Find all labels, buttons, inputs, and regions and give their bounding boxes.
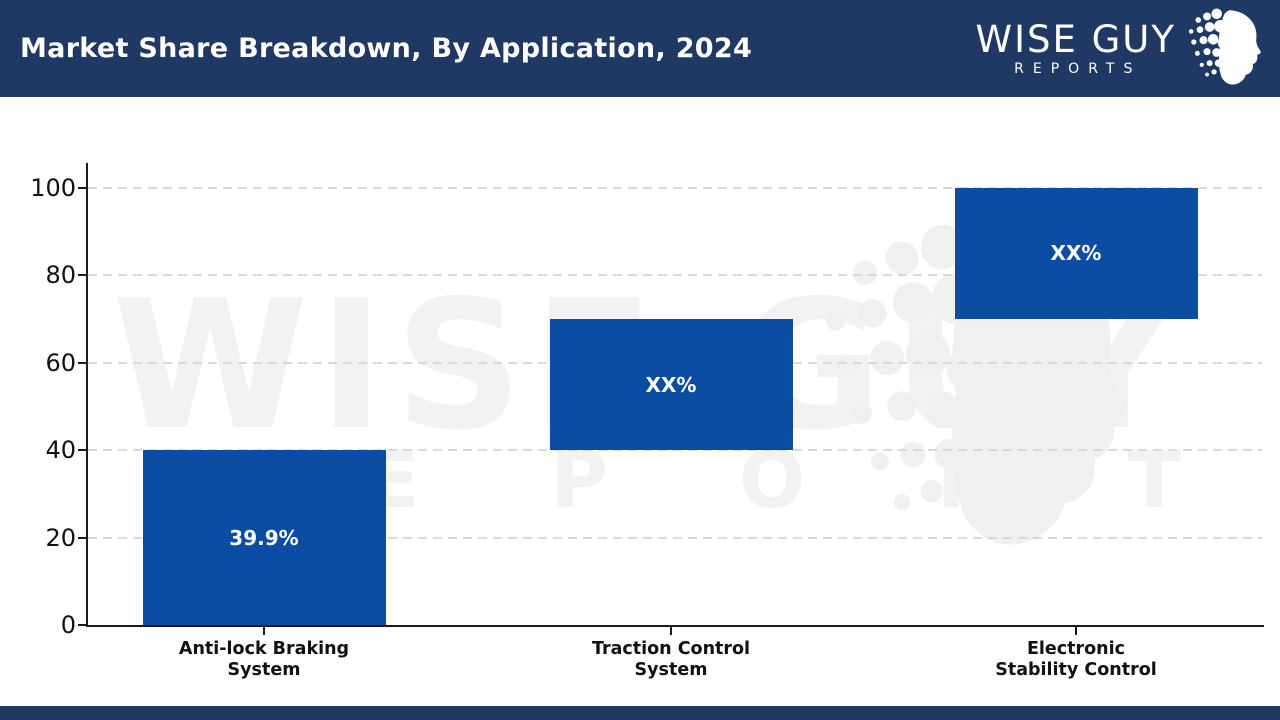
y-tick-mark xyxy=(78,361,86,364)
y-tick-mark xyxy=(78,274,86,276)
y-tick-label: 80 xyxy=(45,261,76,289)
brand-subname: REPORTS xyxy=(1014,61,1142,77)
y-tick-label: 20 xyxy=(45,523,76,552)
bar-value-label: XX% xyxy=(1050,241,1102,266)
brand-logo-text: WISE GUY REPORTS xyxy=(976,21,1176,76)
bar-segment: XX% xyxy=(549,318,793,451)
bar-segment: 39.9% xyxy=(142,450,386,625)
y-tick-mark xyxy=(78,536,86,539)
x-axis-line xyxy=(86,625,1264,627)
y-tick-mark xyxy=(78,449,86,451)
brand-logo: WISE GUY REPORTS xyxy=(976,5,1266,93)
bar-value-label: 39.9% xyxy=(229,525,299,550)
y-gridline xyxy=(88,186,1262,189)
y-axis-line xyxy=(86,163,88,627)
bar-segment: XX% xyxy=(954,187,1198,319)
y-gridline xyxy=(88,536,1262,539)
y-tick-label: 0 xyxy=(60,611,76,639)
x-tick-mark xyxy=(670,627,672,635)
footer-band xyxy=(0,706,1280,720)
x-tick-mark xyxy=(1075,627,1077,635)
header-band: Market Share Breakdown, By Application, … xyxy=(0,0,1280,97)
y-gridline xyxy=(88,274,1262,276)
y-tick-label: 40 xyxy=(45,436,76,464)
page-title: Market Share Breakdown, By Application, … xyxy=(20,33,753,64)
brand-name: WISE GUY xyxy=(975,18,1176,61)
y-tick-mark xyxy=(78,186,86,189)
y-tick-label: 100 xyxy=(30,173,76,202)
x-tick-label: Electronic Stability Control xyxy=(995,639,1157,680)
bar-value-label: XX% xyxy=(645,372,697,397)
x-tick-label: Anti-lock Braking System xyxy=(178,639,350,680)
y-tick-label: 60 xyxy=(45,348,76,377)
brand-head-icon xyxy=(1188,8,1261,85)
x-tick-label: Traction Control System xyxy=(591,639,751,680)
y-tick-mark xyxy=(78,624,86,626)
x-tick-mark xyxy=(263,627,265,635)
